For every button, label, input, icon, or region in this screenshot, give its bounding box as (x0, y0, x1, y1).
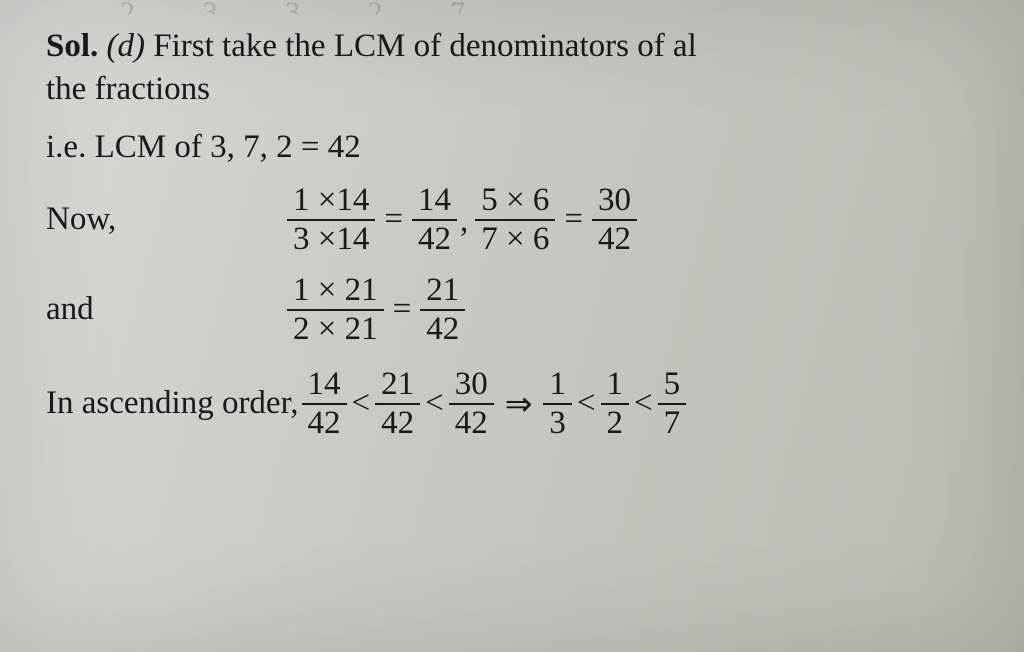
and-label: and (46, 291, 284, 328)
denominator: 3 (543, 405, 572, 442)
denominator: 42 (302, 405, 347, 442)
numerator: 1 ×14 (287, 182, 375, 219)
numerator: 14 (302, 366, 347, 403)
solution-page: Sol. (d) First take the LCM of denominat… (0, 0, 1024, 652)
denominator: 2 (601, 405, 630, 442)
numerator: 1 × 21 (287, 272, 384, 309)
numerator: 1 (601, 366, 630, 403)
lcm-line: i.e. LCM of 3, 7, 2 = 42 (46, 129, 1004, 166)
denominator: 7 × 6 (475, 221, 555, 258)
less-than-sign: < (423, 385, 446, 422)
lcm-eq: = (293, 129, 328, 165)
fraction-1-over-3: 1 3 (543, 366, 572, 442)
sol-text-part1: First take the LCM of denominators of al (153, 28, 697, 64)
denominator: 42 (420, 311, 465, 348)
numerator: 14 (412, 182, 457, 219)
ascending-order-row: In ascending order, 14 42 < 21 42 < 30 4… (46, 366, 1004, 442)
fraction-1x14-over-3x14: 1 ×14 3 ×14 (287, 182, 375, 258)
fraction-14-over-42: 14 42 (412, 182, 457, 258)
fraction-1-over-2: 1 2 (601, 366, 630, 442)
fraction-30-over-42-b: 30 42 (449, 366, 494, 442)
fraction-14-over-42-b: 14 42 (302, 366, 347, 442)
denominator: 42 (412, 221, 457, 258)
denominator: 2 × 21 (287, 311, 384, 348)
numerator: 1 (543, 366, 572, 403)
lcm-values: 3, 7, 2 (210, 129, 293, 165)
numerator: 30 (592, 182, 637, 219)
denominator: 3 ×14 (287, 221, 375, 258)
fraction-30-over-42: 30 42 (592, 182, 637, 258)
fraction-1x21-over-2x21: 1 × 21 2 × 21 (287, 272, 384, 348)
less-than-sign: < (575, 385, 598, 422)
fraction-21-over-42: 21 42 (420, 272, 465, 348)
and-row: and 1 × 21 2 × 21 = 21 42 (46, 272, 1004, 348)
sol-prefix: Sol. (46, 28, 98, 64)
numerator: 5 (658, 366, 687, 403)
comma: , (460, 203, 472, 240)
denominator: 42 (449, 405, 494, 442)
sol-text-part2: the fractions (46, 71, 210, 107)
now-row: Now, 1 ×14 3 ×14 = 14 42 , 5 × 6 7 × 6 =… (46, 182, 1004, 258)
numerator: 21 (420, 272, 465, 309)
solution-line-1: Sol. (d) First take the LCM of denominat… (46, 26, 1004, 67)
numerator: 5 × 6 (475, 182, 555, 219)
implies-arrow: ⇒ (497, 384, 541, 424)
equals-sign: = (387, 291, 418, 328)
equals-sign: = (378, 201, 409, 238)
fraction-21-over-42-b: 21 42 (375, 366, 420, 442)
lcm-result: 42 (328, 129, 361, 165)
denominator: 7 (658, 405, 687, 442)
equals-sign: = (558, 201, 589, 238)
denominator: 42 (375, 405, 420, 442)
denominator: 42 (592, 221, 637, 258)
numerator: 21 (375, 366, 420, 403)
numerator: 30 (449, 366, 494, 403)
less-than-sign: < (350, 385, 373, 422)
fraction-5-over-7: 5 7 (658, 366, 687, 442)
now-label: Now, (46, 201, 284, 238)
ascending-label: In ascending order, (46, 385, 299, 422)
lcm-prefix: i.e. LCM of (46, 129, 210, 165)
option-letter: (d) (107, 28, 145, 64)
solution-line-2: the fractions (46, 69, 1004, 110)
cropped-ghost-row: 2 3 3 2 7 (0, 0, 1024, 14)
less-than-sign: < (632, 385, 655, 422)
fraction-5x6-over-7x6: 5 × 6 7 × 6 (475, 182, 555, 258)
